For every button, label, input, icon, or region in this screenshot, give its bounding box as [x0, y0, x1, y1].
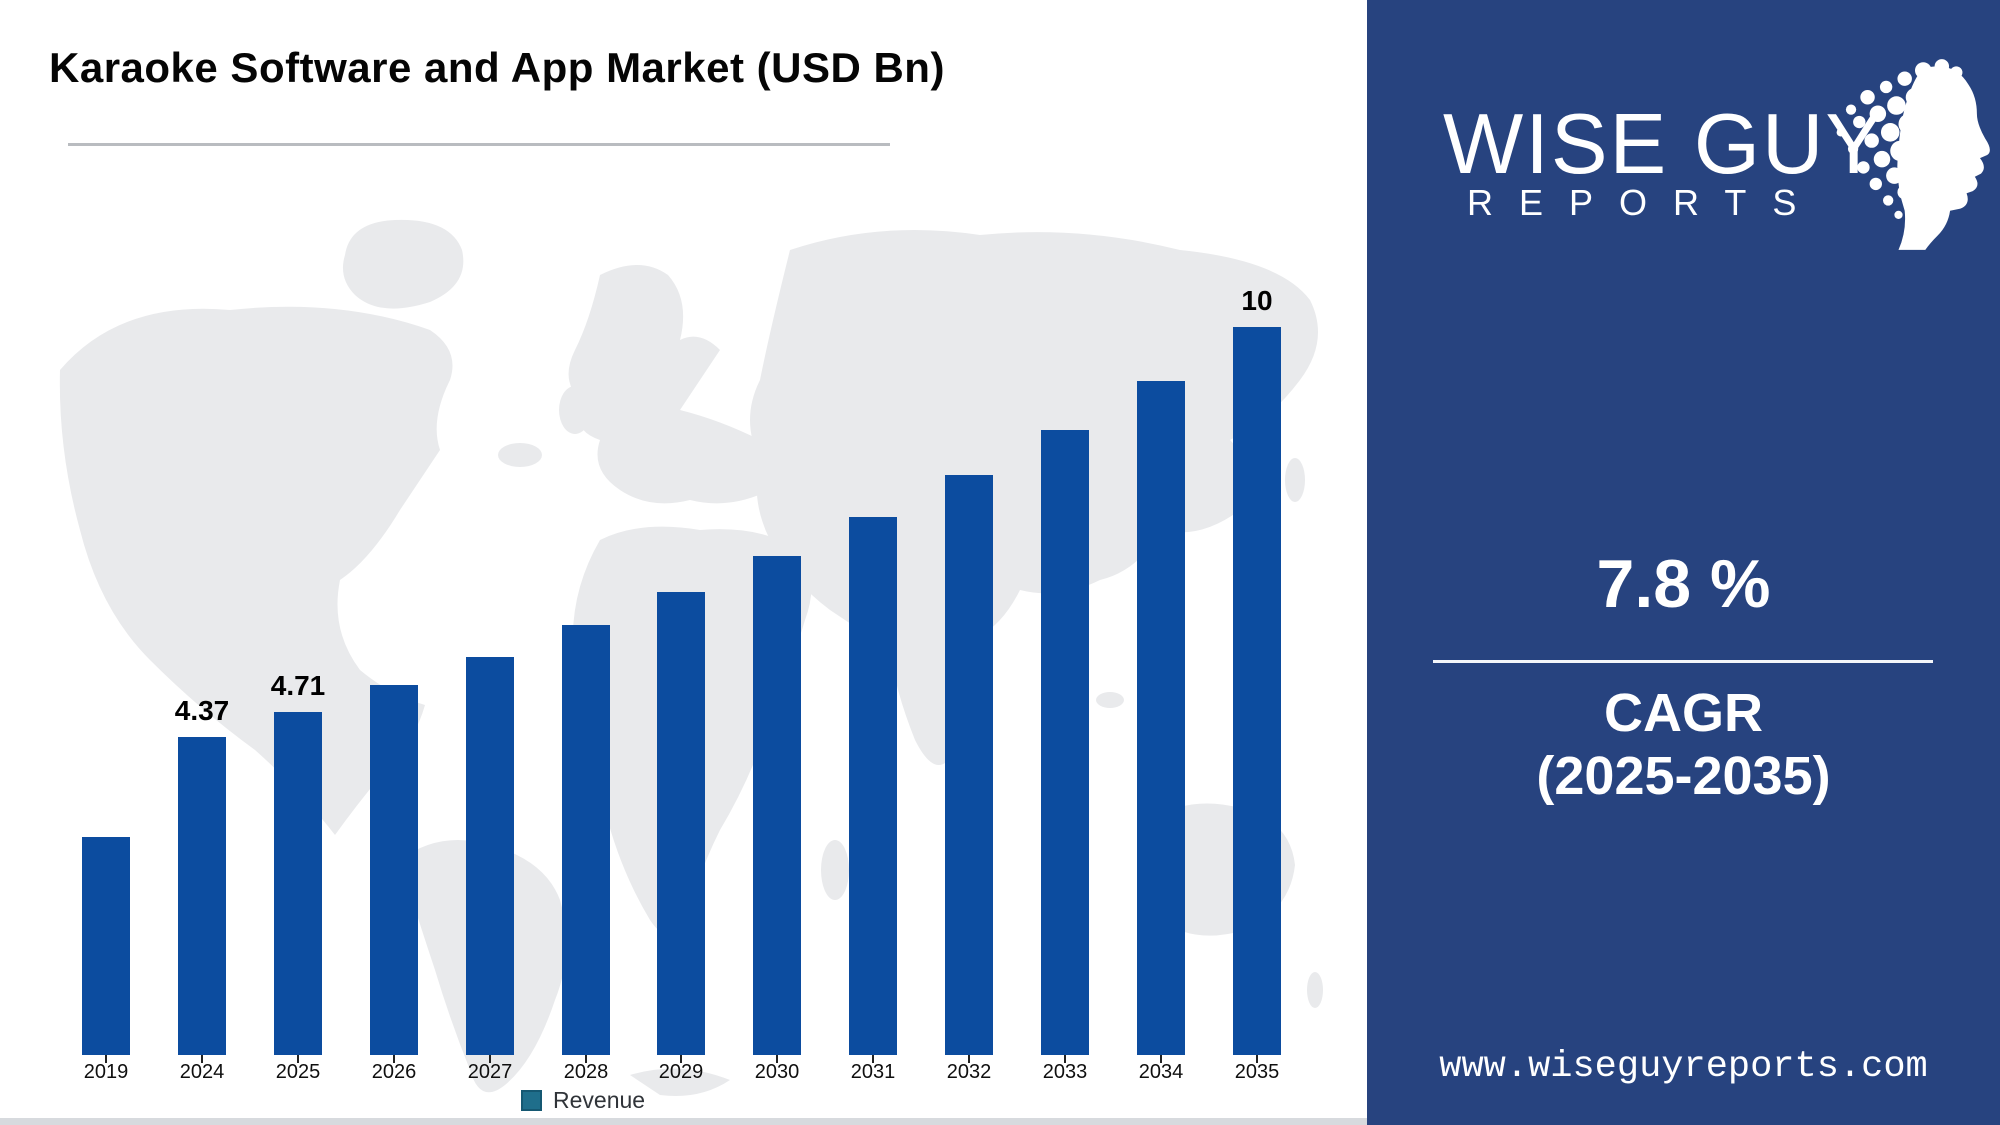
x-axis-label-2028: 2028: [563, 1061, 609, 1083]
head-profile-dots-icon: [1836, 59, 1990, 250]
x-axis-label-2027: 2027: [467, 1061, 513, 1083]
bar-2031: [849, 517, 897, 1055]
chart-pane: Karaoke Software and App Market (USD Bn): [0, 44, 1367, 1125]
x-axis-label-2029: 2029: [658, 1061, 704, 1083]
axis-tick-2027: [489, 1055, 491, 1063]
bar-2019: [82, 837, 130, 1055]
bar-2028: [562, 625, 610, 1055]
data-label-2024: 4.37: [174, 695, 230, 726]
bar-2024: [178, 737, 226, 1055]
cagr-divider: [1433, 660, 1933, 663]
axis-tick-2025: [297, 1055, 299, 1063]
axis-tick-2024: [201, 1055, 203, 1063]
axis-tick-2030: [776, 1055, 778, 1063]
axis-tick-2033: [1064, 1055, 1066, 1063]
axis-tick-2019: [105, 1055, 107, 1063]
website-url: www.wiseguyreports.com: [1439, 1046, 1928, 1088]
x-axis-label-2030: 2030: [754, 1061, 800, 1083]
axis-tick-2034: [1160, 1055, 1162, 1063]
sidebar: WISE GUY REPORTS 7.8 % CAGR: [1367, 0, 2000, 1125]
x-axis-label-2026: 2026: [371, 1061, 417, 1083]
bottom-strip: [0, 1118, 1367, 1125]
x-axis-label-2019: 2019: [83, 1061, 129, 1083]
x-axis-label-2032: 2032: [946, 1061, 992, 1083]
bar-2033: [1041, 430, 1089, 1055]
bar-2027: [466, 657, 514, 1055]
x-axis-label-2034: 2034: [1138, 1061, 1184, 1083]
legend-label: Revenue: [553, 1087, 646, 1113]
bar-2025: [274, 712, 322, 1055]
logo-wordmark-reports: REPORTS: [1467, 182, 1823, 223]
logo-wordmark-wise-guy: WISE GUY: [1443, 97, 1885, 192]
chart-title: Karaoke Software and App Market (USD Bn): [49, 44, 945, 91]
bar-2035: [1233, 327, 1281, 1055]
axis-tick-2028: [585, 1055, 587, 1063]
bar-2032: [945, 475, 993, 1055]
title-underline: [68, 143, 890, 146]
cagr-value: 7.8 %: [1596, 546, 1771, 622]
bar-2030: [753, 556, 801, 1055]
x-axis-label-2024: 2024: [179, 1061, 225, 1083]
axis-tick-2026: [393, 1055, 395, 1063]
x-axis-label-2025: 2025: [275, 1061, 321, 1083]
bar-2026: [370, 685, 418, 1055]
x-axis-label-2033: 2033: [1042, 1061, 1088, 1083]
legend-swatch-revenue-icon: [521, 1090, 542, 1111]
chart-legend: Revenue: [521, 1087, 645, 1114]
bar-chart: 2019 2024 4.37 2025 4.71 2026 2027 2028 2029 2030…: [82, 285, 1281, 1083]
data-label-2025: 4.71: [270, 670, 326, 701]
cagr-label-line1: CAGR: [1604, 683, 1763, 743]
axis-tick-2031: [872, 1055, 874, 1063]
axis-tick-2029: [680, 1055, 682, 1063]
axis-tick-2032: [968, 1055, 970, 1063]
axis-tick-2035: [1256, 1055, 1258, 1063]
x-axis-label-2031: 2031: [850, 1061, 896, 1083]
bar-2029: [657, 592, 705, 1055]
cagr-label: CAGR (2025-2035): [1367, 682, 2000, 807]
data-label-2035: 10: [1241, 285, 1273, 316]
cagr-label-line2: (2025-2035): [1536, 745, 1831, 806]
bar-2034: [1137, 381, 1185, 1055]
x-axis-label-2035: 2035: [1234, 1061, 1280, 1083]
